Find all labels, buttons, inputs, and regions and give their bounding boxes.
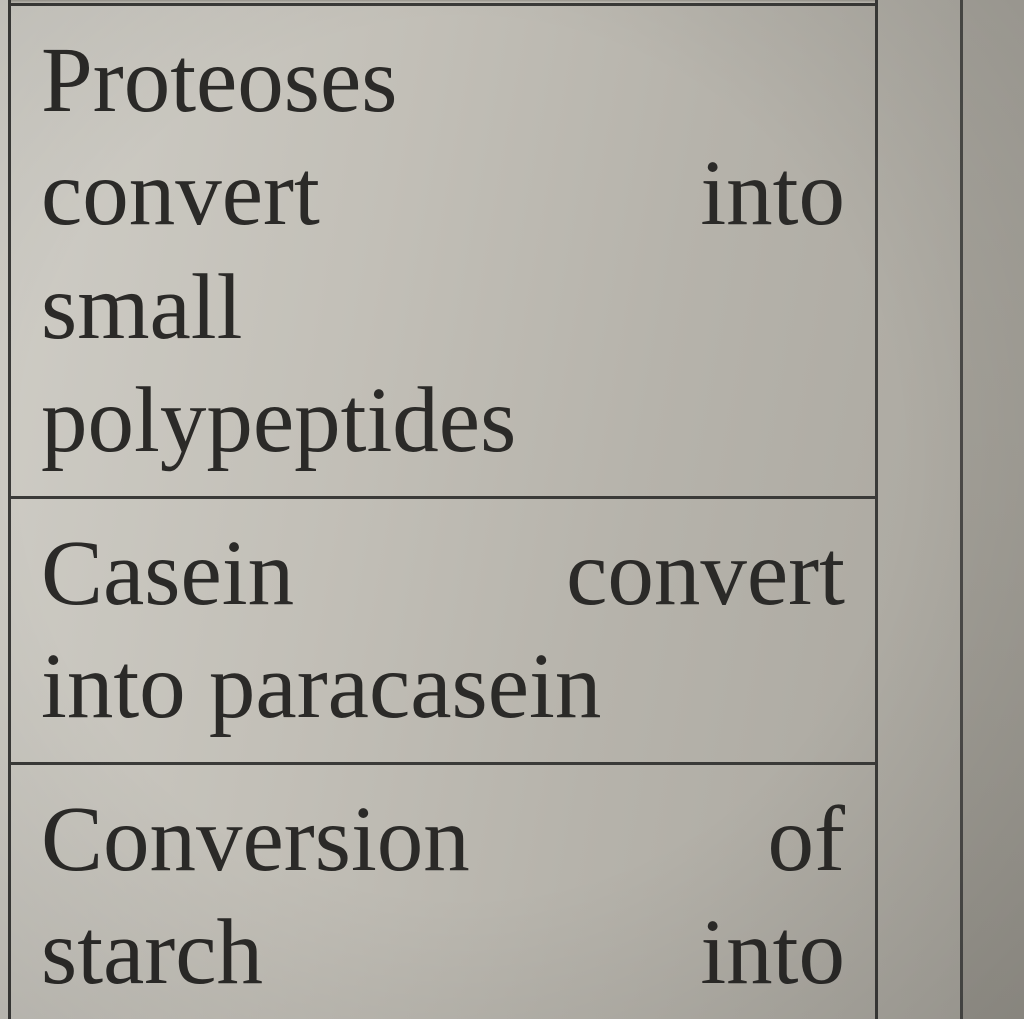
cell-line: convert into [41,137,845,250]
word: convert [566,517,845,630]
cell-line: small [41,251,845,364]
word: convert [41,137,320,250]
word: of [768,783,845,896]
cell-line: polypeptides [41,364,845,477]
table-row: Proteoses convert into small polypeptide… [8,6,878,499]
word: Conversion [41,783,470,896]
word: into [700,137,845,250]
table-column: Proteoses convert into small polypeptide… [8,0,878,1019]
page-scan: Proteoses convert into small polypeptide… [0,0,1024,1019]
cell-line: Casein convert [41,517,845,630]
word: into [700,896,845,1009]
table-row: Conversion of starch into [8,765,878,1019]
word: starch [41,896,263,1009]
table-row: Casein convert into paracasein [8,499,878,765]
page-margin [963,0,1024,1019]
word: Casein [41,517,294,630]
cell-line: starch into [41,896,845,1009]
cell-line: Conversion of [41,783,845,896]
cell-line: into paracasein [41,630,845,743]
cell-line: Proteoses [41,24,845,137]
